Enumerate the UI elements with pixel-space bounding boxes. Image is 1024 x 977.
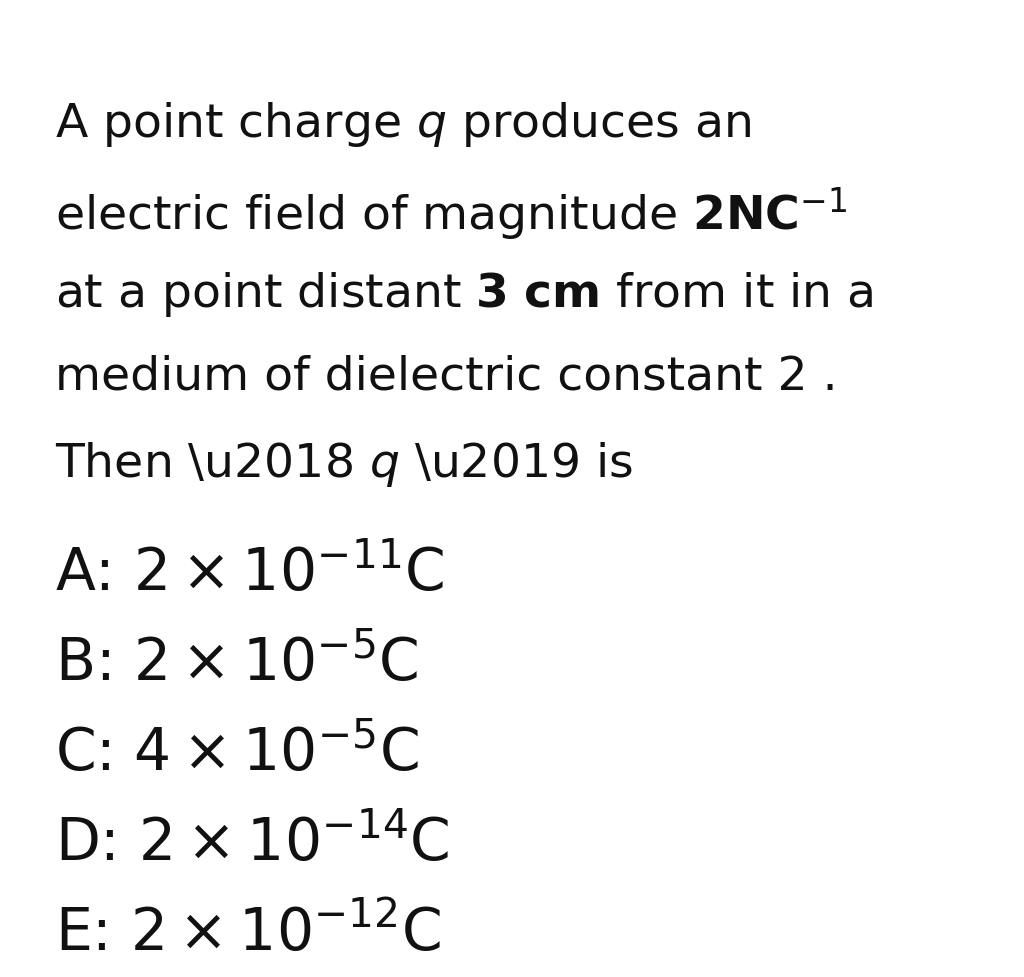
Text: E: $2 \times 10^{-12}\mathrm{C}$: E: $2 \times 10^{-12}\mathrm{C}$ [55,905,441,963]
Text: medium of dielectric constant 2 .: medium of dielectric constant 2 . [55,355,838,400]
Text: B: $2 \times 10^{-5}\mathrm{C}$: B: $2 \times 10^{-5}\mathrm{C}$ [55,635,419,693]
Text: Then \u2018 $\mathit{q}$ \u2019 is: Then \u2018 $\mathit{q}$ \u2019 is [55,440,633,489]
Text: C: $4 \times 10^{-5}\mathrm{C}$: C: $4 \times 10^{-5}\mathrm{C}$ [55,725,419,783]
Text: D: $2 \times 10^{-14}\mathrm{C}$: D: $2 \times 10^{-14}\mathrm{C}$ [55,815,450,872]
Text: A point charge $\mathit{q}$ produces an: A point charge $\mathit{q}$ produces an [55,100,751,149]
Text: A: $2 \times 10^{-11}\mathrm{C}$: A: $2 \times 10^{-11}\mathrm{C}$ [55,545,444,603]
Text: electric field of magnitude $\mathbf{2NC}^{-1}$: electric field of magnitude $\mathbf{2NC… [55,185,848,242]
Text: at a point distant $\mathbf{3}$ $\mathbf{cm}$ from it in a: at a point distant $\mathbf{3}$ $\mathbf… [55,270,873,319]
